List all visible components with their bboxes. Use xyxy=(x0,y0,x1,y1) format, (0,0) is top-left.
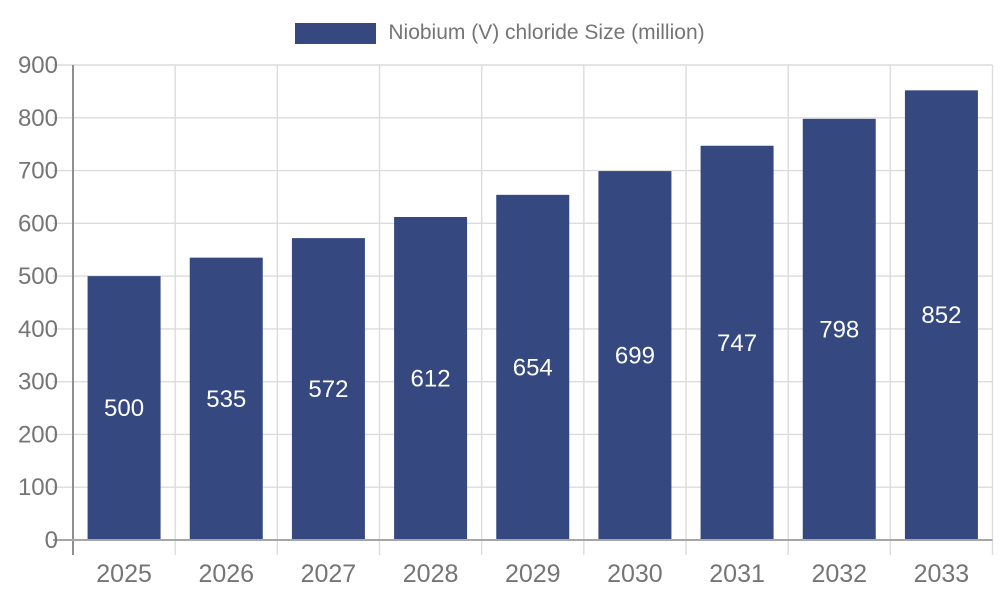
bar-value-label: 535 xyxy=(206,386,246,413)
x-tick-label: 2030 xyxy=(607,560,663,588)
bar xyxy=(87,276,161,540)
bar xyxy=(189,257,263,540)
x-tick-label: 2032 xyxy=(811,560,867,588)
y-tick-label: 600 xyxy=(18,210,58,237)
y-tick-label: 200 xyxy=(18,421,58,448)
bar xyxy=(802,118,876,540)
bar xyxy=(394,217,468,540)
bar xyxy=(496,194,570,541)
bar xyxy=(598,171,672,541)
x-tick-label: 2027 xyxy=(301,560,357,588)
legend-label: Niobium (V) chloride Size (million) xyxy=(388,21,705,44)
legend-swatch xyxy=(295,22,377,44)
y-tick-label: 300 xyxy=(18,369,58,396)
bar-value-label: 654 xyxy=(513,354,553,381)
y-tick-label: 0 xyxy=(45,527,58,554)
legend: Niobium (V) chloride Size (million) xyxy=(0,21,1000,45)
x-tick-label: 2033 xyxy=(914,560,970,588)
bar-value-label: 572 xyxy=(308,376,348,403)
y-tick-label: 700 xyxy=(18,158,58,185)
x-tick-label: 2028 xyxy=(403,560,459,588)
bar-value-label: 699 xyxy=(615,343,655,370)
bar xyxy=(904,90,978,540)
bar-value-label: 852 xyxy=(921,302,961,329)
y-tick-label: 800 xyxy=(18,105,58,132)
x-tick-label: 2026 xyxy=(198,560,254,588)
y-tick-label: 400 xyxy=(18,316,58,343)
bar-value-label: 500 xyxy=(104,395,144,422)
bar-value-label: 798 xyxy=(819,316,859,343)
bar xyxy=(700,145,774,540)
y-tick-label: 100 xyxy=(18,474,58,501)
bar-value-label: 747 xyxy=(717,330,757,357)
y-tick-label: 500 xyxy=(18,263,58,290)
bar xyxy=(291,238,365,540)
y-tick-label: 900 xyxy=(18,52,58,79)
bar-value-label: 612 xyxy=(411,366,451,393)
x-tick-label: 2029 xyxy=(505,560,561,588)
x-tick-label: 2025 xyxy=(96,560,152,588)
x-tick-label: 2031 xyxy=(709,560,765,588)
